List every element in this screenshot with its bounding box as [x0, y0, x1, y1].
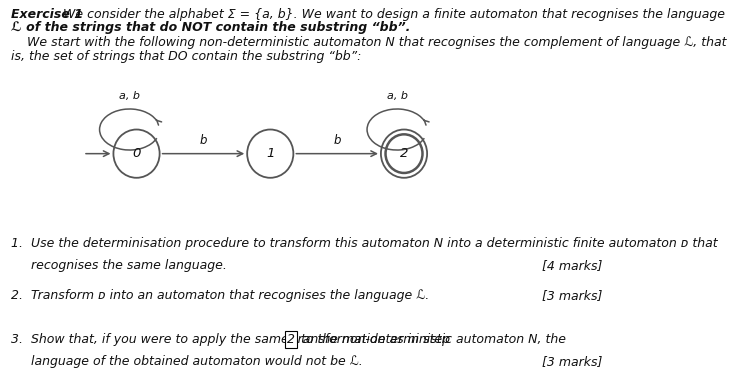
Text: [3 marks]: [3 marks]: [542, 290, 603, 302]
Text: 1: 1: [266, 147, 274, 160]
Text: 2: 2: [400, 147, 408, 160]
Text: a, b: a, b: [119, 91, 140, 100]
Text: language of the obtained automaton would not be ℒ.: language of the obtained automaton would…: [11, 355, 362, 368]
Ellipse shape: [247, 130, 294, 178]
Text: Exercise 1: Exercise 1: [11, 8, 83, 21]
Text: 2: 2: [288, 333, 295, 346]
Text: b: b: [200, 134, 207, 147]
Text: ℒ of the strings that do NOT contain the substring “bb”.: ℒ of the strings that do NOT contain the…: [11, 21, 410, 34]
Text: is, the set of strings that DO contain the substring “bb”:: is, the set of strings that DO contain t…: [11, 50, 361, 63]
Text: [4 marks]: [4 marks]: [542, 259, 603, 272]
Text: a, b: a, b: [386, 91, 407, 100]
Text: We consider the alphabet Σ = {a, b}. We want to design a finite automaton that r: We consider the alphabet Σ = {a, b}. We …: [59, 8, 725, 21]
Text: recognises the same language.: recognises the same language.: [11, 259, 227, 272]
Text: to the non-deterministic automaton Ν, the: to the non-deterministic automaton Ν, th…: [297, 333, 566, 346]
Ellipse shape: [114, 130, 160, 178]
Text: 3.  Show that, if you were to apply the same transformation as in step: 3. Show that, if you were to apply the s…: [11, 333, 453, 346]
Text: 0: 0: [133, 147, 141, 160]
Text: b: b: [334, 134, 341, 147]
Ellipse shape: [386, 134, 422, 173]
Text: We start with the following non-deterministic automaton Ν that recognises the co: We start with the following non-determin…: [11, 36, 726, 49]
Text: 1.  Use the determinisation procedure to transform this automaton Ν into a deter: 1. Use the determinisation procedure to …: [11, 237, 718, 251]
Text: 2.  Transform ᴅ into an automaton that recognises the language ℒ.: 2. Transform ᴅ into an automaton that re…: [11, 290, 429, 302]
Text: [3 marks]: [3 marks]: [542, 355, 603, 368]
Ellipse shape: [381, 130, 427, 178]
